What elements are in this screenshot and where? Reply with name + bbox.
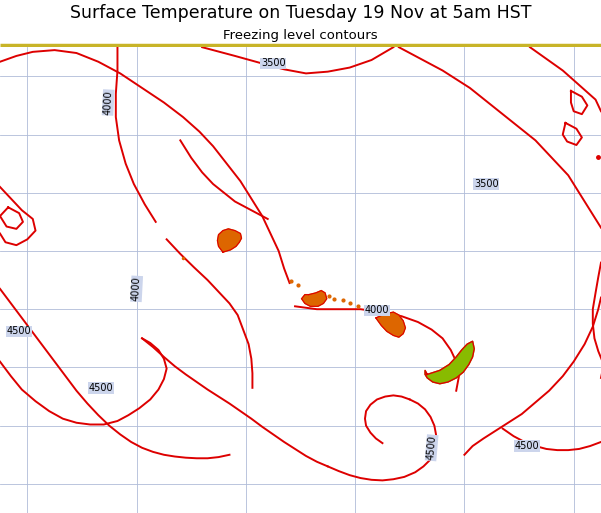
Polygon shape <box>218 229 242 252</box>
Text: 4000: 4000 <box>365 305 389 315</box>
Text: 4500: 4500 <box>7 326 31 337</box>
Text: 4000: 4000 <box>103 90 114 115</box>
Text: Freezing level contours: Freezing level contours <box>223 29 378 43</box>
Polygon shape <box>302 290 327 306</box>
Polygon shape <box>425 341 474 384</box>
Text: Surface Temperature on Tuesday 19 Nov at 5am HST: Surface Temperature on Tuesday 19 Nov at… <box>70 4 531 22</box>
Text: 4500: 4500 <box>515 441 540 451</box>
Text: 4000: 4000 <box>131 277 142 301</box>
Polygon shape <box>376 312 406 337</box>
Text: 4500: 4500 <box>89 383 114 393</box>
Text: 4500: 4500 <box>426 435 438 461</box>
Text: 3500: 3500 <box>261 58 285 69</box>
Text: 3500: 3500 <box>474 179 499 189</box>
